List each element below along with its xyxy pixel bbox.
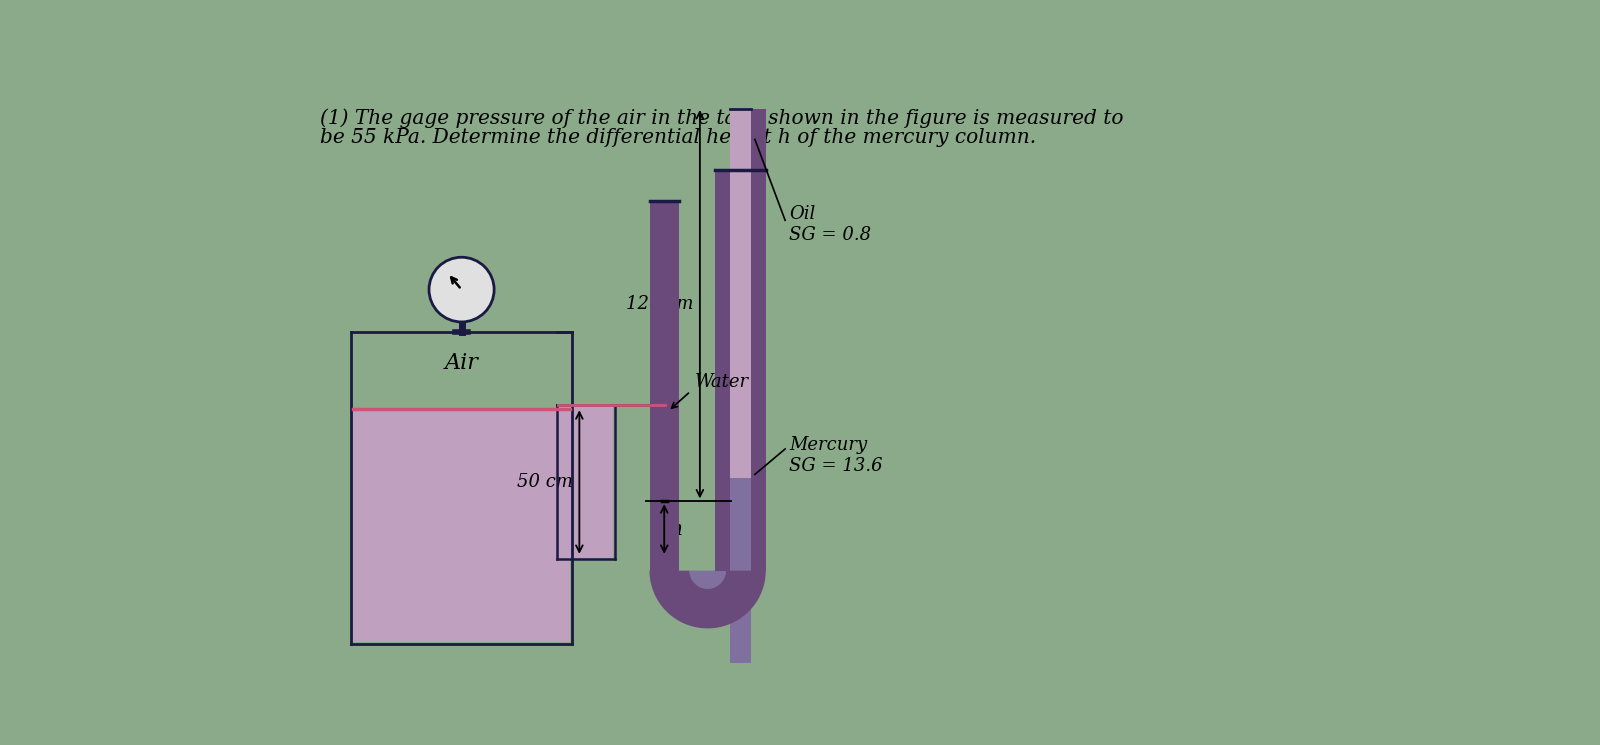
Polygon shape — [690, 571, 726, 589]
Text: h: h — [670, 519, 683, 539]
FancyBboxPatch shape — [352, 409, 571, 642]
Polygon shape — [650, 571, 766, 628]
Text: Oil
SG = 0.8: Oil SG = 0.8 — [789, 205, 870, 244]
Text: Mercury
SG = 13.6: Mercury SG = 13.6 — [789, 436, 883, 475]
Text: Air: Air — [445, 352, 478, 374]
FancyBboxPatch shape — [715, 171, 730, 571]
FancyBboxPatch shape — [650, 201, 664, 571]
FancyBboxPatch shape — [558, 405, 613, 557]
Text: (1) The gage pressure of the air in the tank shown in the figure is measured to: (1) The gage pressure of the air in the … — [320, 109, 1123, 128]
FancyBboxPatch shape — [750, 109, 766, 571]
Text: Water: Water — [694, 373, 749, 391]
FancyBboxPatch shape — [730, 109, 750, 478]
Text: 120 cm: 120 cm — [626, 295, 694, 313]
FancyBboxPatch shape — [557, 332, 573, 405]
FancyBboxPatch shape — [730, 478, 750, 663]
Text: 50 cm: 50 cm — [517, 473, 573, 491]
Circle shape — [429, 257, 494, 322]
FancyBboxPatch shape — [664, 201, 678, 571]
Text: be 55 kPa. Determine the differential height h of the mercury column.: be 55 kPa. Determine the differential he… — [320, 128, 1037, 147]
